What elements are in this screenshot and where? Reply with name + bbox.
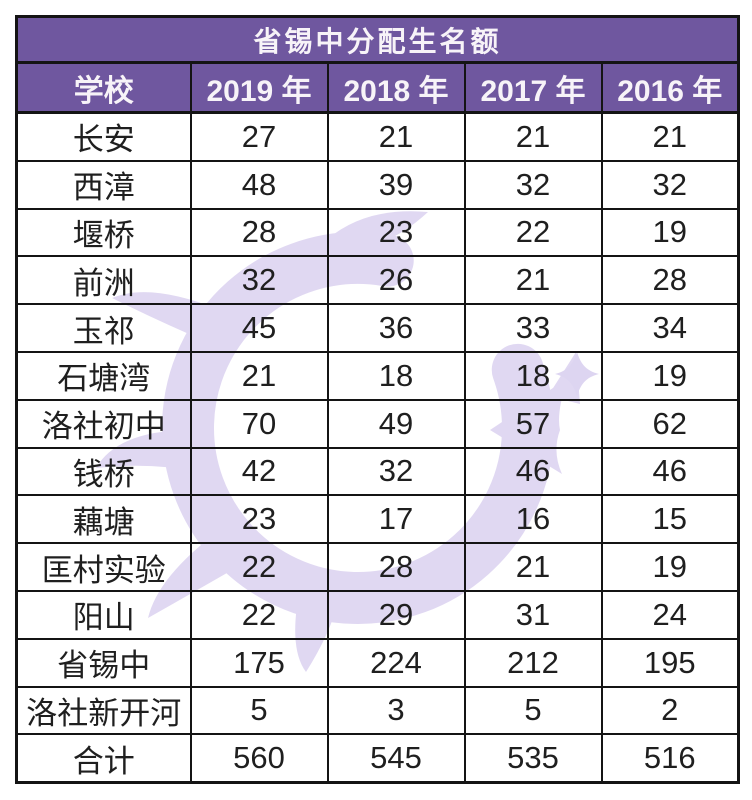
header-cell-year: 2017 年 <box>463 61 603 114</box>
header-cell-year: 2018 年 <box>326 61 466 114</box>
value-cell: 42 <box>189 446 329 497</box>
value-cell: 21 <box>189 350 329 401</box>
value-cell: 48 <box>189 159 329 210</box>
value-cell: 21 <box>600 111 740 162</box>
table-body: 长安 27 21 21 21 西漳 48 39 32 32 堰桥 28 23 22 19 前洲 32 26 21 28… <box>15 111 740 784</box>
value-cell: 545 <box>326 733 466 784</box>
value-cell: 5 <box>463 685 603 736</box>
value-cell: 28 <box>600 255 740 306</box>
table-row: 西漳 48 39 32 32 <box>15 159 740 210</box>
school-cell: 省锡中 <box>15 637 192 688</box>
table-head: 省锡中分配生名额 学校 2019 年 2018 年 2017 年 2016 年 <box>15 15 740 114</box>
value-cell: 28 <box>326 542 466 592</box>
value-cell: 22 <box>463 207 603 258</box>
value-cell: 49 <box>326 398 466 449</box>
value-cell: 36 <box>326 303 466 353</box>
value-cell: 19 <box>600 542 740 592</box>
value-cell: 57 <box>463 398 603 449</box>
value-cell: 31 <box>463 589 603 640</box>
table-row: 堰桥 28 23 22 19 <box>15 207 740 258</box>
school-cell: 堰桥 <box>15 207 192 258</box>
value-cell: 26 <box>326 255 466 306</box>
header-cell-year: 2019 年 <box>189 61 329 114</box>
value-cell: 195 <box>600 637 740 688</box>
value-cell: 46 <box>463 446 603 497</box>
school-cell: 阳山 <box>15 589 192 640</box>
value-cell: 19 <box>600 207 740 258</box>
value-cell: 18 <box>326 350 466 401</box>
table-title: 省锡中分配生名额 <box>15 15 740 64</box>
value-cell: 45 <box>189 303 329 353</box>
value-cell: 21 <box>463 111 603 162</box>
value-cell: 32 <box>326 446 466 497</box>
school-cell: 前洲 <box>15 255 192 306</box>
school-cell: 匡村实验 <box>15 542 192 592</box>
allocation-table: 省锡中分配生名额 学校 2019 年 2018 年 2017 年 2016 年 长安 27… <box>15 15 740 785</box>
value-cell: 18 <box>463 350 603 401</box>
value-cell: 32 <box>600 159 740 210</box>
value-cell: 3 <box>326 685 466 736</box>
title-row: 省锡中分配生名额 <box>15 15 740 64</box>
value-cell: 62 <box>600 398 740 449</box>
table-row: 前洲 32 26 21 28 <box>15 255 740 306</box>
value-cell: 28 <box>189 207 329 258</box>
school-cell: 合计 <box>15 733 192 784</box>
value-cell: 212 <box>463 637 603 688</box>
school-cell: 藕塘 <box>15 494 192 545</box>
value-cell: 5 <box>189 685 329 736</box>
value-cell: 34 <box>600 303 740 353</box>
value-cell: 21 <box>463 255 603 306</box>
value-cell: 21 <box>463 542 603 592</box>
table-row: 洛社初中 70 49 57 62 <box>15 398 740 449</box>
table-row: 匡村实验 22 28 21 19 <box>15 542 740 592</box>
value-cell: 175 <box>189 637 329 688</box>
value-cell: 70 <box>189 398 329 449</box>
value-cell: 29 <box>326 589 466 640</box>
school-cell: 石塘湾 <box>15 350 192 401</box>
table-row: 藕塘 23 17 16 15 <box>15 494 740 545</box>
value-cell: 560 <box>189 733 329 784</box>
value-cell: 32 <box>463 159 603 210</box>
table-row: 长安 27 21 21 21 <box>15 111 740 162</box>
table-row: 玉祁 45 36 33 34 <box>15 303 740 353</box>
value-cell: 15 <box>600 494 740 545</box>
school-cell: 钱桥 <box>15 446 192 497</box>
header-cell-year: 2016 年 <box>600 61 740 114</box>
school-cell: 长安 <box>15 111 192 162</box>
value-cell: 535 <box>463 733 603 784</box>
table-row: 钱桥 42 32 46 46 <box>15 446 740 497</box>
school-cell: 洛社新开河 <box>15 685 192 736</box>
value-cell: 19 <box>600 350 740 401</box>
value-cell: 23 <box>189 494 329 545</box>
header-cell-school: 学校 <box>15 61 192 114</box>
value-cell: 24 <box>600 589 740 640</box>
value-cell: 39 <box>326 159 466 210</box>
value-cell: 27 <box>189 111 329 162</box>
value-cell: 23 <box>326 207 466 258</box>
table-row: 合计 560 545 535 516 <box>15 733 740 784</box>
header-row: 学校 2019 年 2018 年 2017 年 2016 年 <box>15 61 740 114</box>
table-row: 洛社新开河 5 3 5 2 <box>15 685 740 736</box>
table-row: 石塘湾 21 18 18 19 <box>15 350 740 401</box>
value-cell: 2 <box>600 685 740 736</box>
school-cell: 玉祁 <box>15 303 192 353</box>
value-cell: 21 <box>326 111 466 162</box>
table-row: 省锡中 175 224 212 195 <box>15 637 740 688</box>
value-cell: 17 <box>326 494 466 545</box>
value-cell: 32 <box>189 255 329 306</box>
school-cell: 西漳 <box>15 159 192 210</box>
value-cell: 22 <box>189 542 329 592</box>
value-cell: 516 <box>600 733 740 784</box>
table-row: 阳山 22 29 31 24 <box>15 589 740 640</box>
value-cell: 16 <box>463 494 603 545</box>
value-cell: 46 <box>600 446 740 497</box>
value-cell: 33 <box>463 303 603 353</box>
school-cell: 洛社初中 <box>15 398 192 449</box>
value-cell: 224 <box>326 637 466 688</box>
value-cell: 22 <box>189 589 329 640</box>
